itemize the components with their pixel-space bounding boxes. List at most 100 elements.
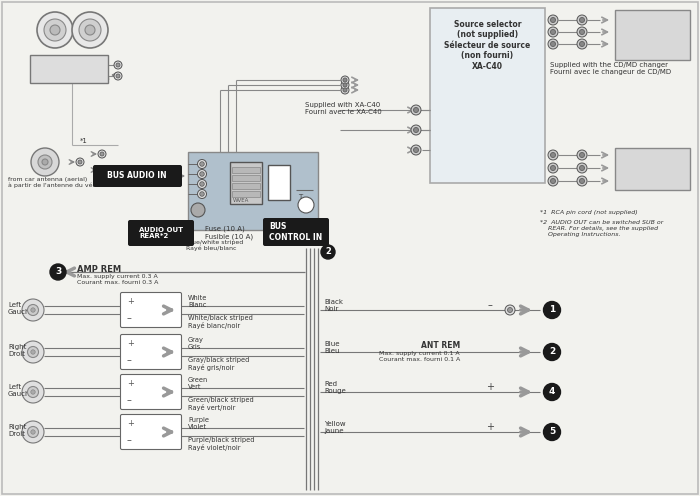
Circle shape: [22, 381, 44, 403]
Circle shape: [341, 81, 349, 89]
Text: Source selector
(not supplied)
Sélecteur de source
(non fourni)
XA-C40: Source selector (not supplied) Sélecteur…: [444, 20, 531, 70]
Text: –: –: [127, 435, 132, 445]
Text: –: –: [127, 313, 132, 323]
Text: –: –: [127, 355, 132, 365]
Circle shape: [27, 386, 38, 397]
Circle shape: [548, 163, 558, 173]
Circle shape: [321, 245, 335, 259]
Text: White/black striped
Rayé blanc/noir: White/black striped Rayé blanc/noir: [188, 315, 253, 329]
Text: Purple/black striped
Rayé violet/noir: Purple/black striped Rayé violet/noir: [188, 437, 255, 451]
Circle shape: [548, 27, 558, 37]
Circle shape: [22, 341, 44, 363]
Circle shape: [580, 179, 584, 184]
Bar: [268, 165, 290, 200]
Circle shape: [577, 163, 587, 173]
Circle shape: [114, 61, 122, 69]
Bar: [230, 162, 262, 204]
Circle shape: [414, 127, 419, 132]
FancyBboxPatch shape: [263, 218, 329, 246]
Circle shape: [550, 152, 556, 158]
Circle shape: [543, 302, 561, 318]
Circle shape: [27, 347, 38, 358]
Text: T: T: [298, 194, 302, 200]
Circle shape: [577, 150, 587, 160]
Text: WVEA: WVEA: [233, 198, 249, 203]
Text: +: +: [127, 297, 134, 306]
Text: Max. supply current 0.1 A
Courant max. fourni 0.1 A: Max. supply current 0.1 A Courant max. f…: [379, 351, 460, 362]
Text: Gray/black striped
Rayé gris/noir: Gray/black striped Rayé gris/noir: [188, 357, 249, 371]
Circle shape: [197, 160, 206, 169]
Circle shape: [42, 159, 48, 165]
Circle shape: [548, 176, 558, 186]
Text: Red
Rouge: Red Rouge: [324, 381, 346, 394]
Circle shape: [114, 72, 122, 80]
Text: *1: *1: [80, 138, 88, 144]
Circle shape: [50, 25, 60, 35]
Circle shape: [543, 424, 561, 440]
Circle shape: [27, 427, 38, 437]
FancyBboxPatch shape: [93, 165, 182, 187]
Text: 3: 3: [55, 267, 61, 276]
Text: Right
Droit: Right Droit: [8, 424, 27, 437]
Circle shape: [116, 74, 120, 78]
Circle shape: [550, 29, 556, 35]
Text: Left
Gauche: Left Gauche: [8, 302, 35, 315]
Text: +: +: [127, 338, 134, 348]
Text: –: –: [127, 395, 132, 405]
Text: 2: 2: [325, 248, 331, 256]
Text: +: +: [127, 419, 134, 428]
Text: Fuse (10 A)
Fusible (10 A): Fuse (10 A) Fusible (10 A): [205, 226, 253, 240]
Text: *2  AUDIO OUT can be switched SUB or
    REAR. For details, see the supplied
   : *2 AUDIO OUT can be switched SUB or REAR…: [540, 220, 664, 237]
Text: +: +: [127, 378, 134, 387]
Circle shape: [577, 27, 587, 37]
Text: Gray
Gris: Gray Gris: [188, 337, 204, 350]
Text: BUS AUDIO IN: BUS AUDIO IN: [107, 172, 167, 181]
Circle shape: [580, 152, 584, 158]
FancyBboxPatch shape: [120, 293, 181, 327]
FancyBboxPatch shape: [120, 334, 181, 370]
Circle shape: [505, 305, 515, 315]
FancyBboxPatch shape: [128, 220, 194, 246]
Circle shape: [580, 17, 584, 22]
Circle shape: [31, 148, 59, 176]
Circle shape: [197, 189, 206, 198]
Text: White
Blanc: White Blanc: [188, 295, 207, 308]
Circle shape: [341, 86, 349, 94]
Circle shape: [197, 180, 206, 188]
Bar: [30, 55, 108, 83]
Text: Blue/white striped
Rayé bleu/blanc: Blue/white striped Rayé bleu/blanc: [186, 240, 243, 251]
Bar: [615, 148, 690, 190]
Circle shape: [577, 15, 587, 25]
Bar: [232, 175, 260, 181]
Circle shape: [343, 83, 347, 87]
Circle shape: [199, 172, 204, 176]
Circle shape: [543, 344, 561, 361]
Circle shape: [100, 152, 104, 156]
Circle shape: [298, 197, 314, 213]
Bar: [232, 191, 260, 197]
Text: +: +: [486, 382, 494, 392]
Text: ANT REM: ANT REM: [421, 341, 460, 350]
Circle shape: [199, 182, 204, 186]
Circle shape: [78, 160, 82, 164]
Text: Right
Droit: Right Droit: [8, 344, 27, 357]
Text: from car antenna (aerial)
à partir de l'antenne du véhicule: from car antenna (aerial) à partir de l'…: [8, 177, 111, 188]
Text: –: –: [488, 300, 492, 310]
Text: +: +: [486, 422, 494, 432]
Text: Green/black striped
Rayé vert/noir: Green/black striped Rayé vert/noir: [188, 397, 253, 411]
Circle shape: [199, 162, 204, 166]
Circle shape: [197, 170, 206, 179]
Bar: [430, 8, 545, 183]
Circle shape: [199, 192, 204, 196]
Text: Supplied with XA-C40
Fourni avec le XA-C40: Supplied with XA-C40 Fourni avec le XA-C…: [305, 102, 382, 115]
Circle shape: [76, 158, 84, 166]
Text: *1  RCA pin cord (not supplied): *1 RCA pin cord (not supplied): [540, 210, 638, 215]
Circle shape: [580, 29, 584, 35]
Bar: [232, 183, 260, 189]
Circle shape: [98, 166, 106, 174]
Circle shape: [343, 78, 347, 82]
Circle shape: [414, 108, 419, 113]
Circle shape: [548, 150, 558, 160]
Text: AUDIO OUT
REAR*2: AUDIO OUT REAR*2: [139, 227, 183, 240]
Text: BUS
CONTROL IN: BUS CONTROL IN: [270, 222, 323, 242]
